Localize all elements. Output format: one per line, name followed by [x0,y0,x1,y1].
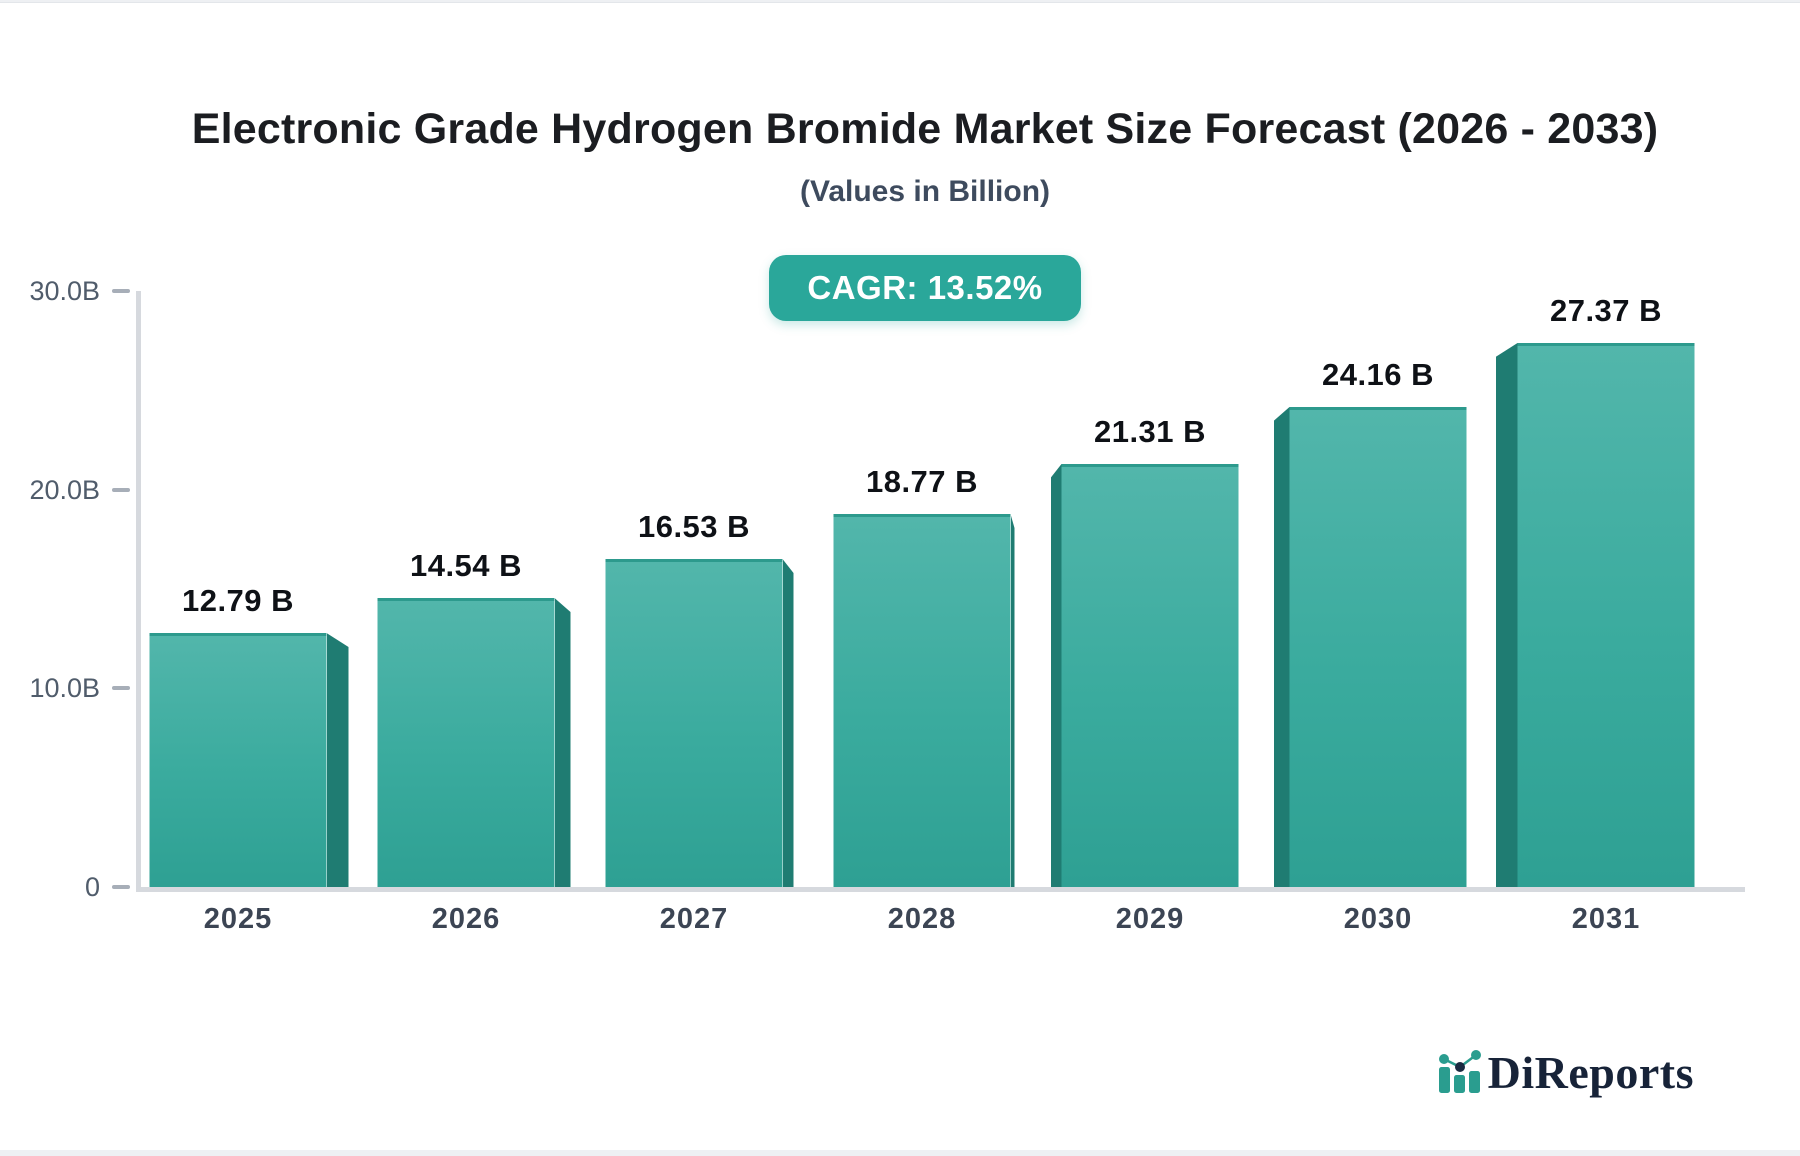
chart-subtitle: (Values in Billion) [799,175,1051,208]
bar-2030[interactable] [1289,407,1467,887]
x-axis-label-2026: 2026 [431,903,501,935]
y-tick-mark-30 [112,289,130,293]
x-axis-label-2025: 2025 [203,903,273,935]
bar-value-label: 24.16 B [1321,357,1435,392]
bar-group-2030: 24.16 B 2030 [1264,291,1492,935]
bar-group-2026: 14.54 B 2026 [352,291,580,935]
direports-logo: DiReports [1436,1045,1694,1096]
y-tick-label-10: 10.0B [29,673,100,704]
bar-value-label: 14.54 B [409,548,523,583]
x-axis-label-2031: 2031 [1571,903,1641,935]
logo-text: DiReports [1487,1047,1694,1098]
bar-group-2029: 21.31 B 2029 [1036,291,1264,935]
bar-2029[interactable] [1061,464,1239,887]
bars-row: 12.79 B 2025 14.54 B 2026 16.53 B 2027 18.77 B… [124,291,1720,935]
y-axis-line [136,291,141,891]
bar-value-label: 21.31 B [1093,414,1207,449]
x-axis-line [136,887,1745,892]
x-axis-label-2029: 2029 [1115,903,1185,935]
bar-side-face [1010,514,1015,887]
bar-side-face [326,633,349,887]
bar-value-label: 27.37 B [1549,293,1663,328]
bar-2025[interactable] [149,633,327,887]
bar-group-2027: 16.53 B 2027 [580,291,808,935]
y-tick-label-30: 30.0B [29,276,100,306]
bar-2026[interactable] [377,598,555,887]
bar-value-label: 12.79 B [181,583,295,618]
bar-side-face [1050,464,1062,887]
bar-2028[interactable] [833,514,1011,887]
bar-side-face [782,559,794,887]
bar-side-face [554,598,571,887]
y-tick-mark-20 [112,487,130,492]
bar-group-2028: 18.77 B 2028 [808,291,1036,935]
x-axis-label-2028: 2028 [887,903,957,935]
bar-chart-logo-icon [1438,1050,1481,1093]
x-axis-label-2027: 2027 [659,903,729,935]
bar-2027[interactable] [605,559,783,887]
bar-group-2031: 27.37 B 2031 [1492,291,1720,935]
y-tick-mark-0 [112,885,130,889]
y-tick-label-20: 20.0B [29,474,100,505]
x-axis-label-2030: 2030 [1343,903,1413,935]
bar-value-label: 16.53 B [637,509,751,544]
bar-side-face [1273,407,1290,887]
bar-value-label: 18.77 B [865,464,979,499]
chart-title: Electronic Grade Hydrogen Bromide Market… [191,105,1659,153]
y-tick-mark-10 [112,686,130,691]
bar-side-face [1495,343,1518,887]
bar-group-2025: 12.79 B 2025 [124,291,352,935]
bar-2031[interactable] [1517,343,1695,887]
y-tick-label-0: 0 [84,872,100,902]
